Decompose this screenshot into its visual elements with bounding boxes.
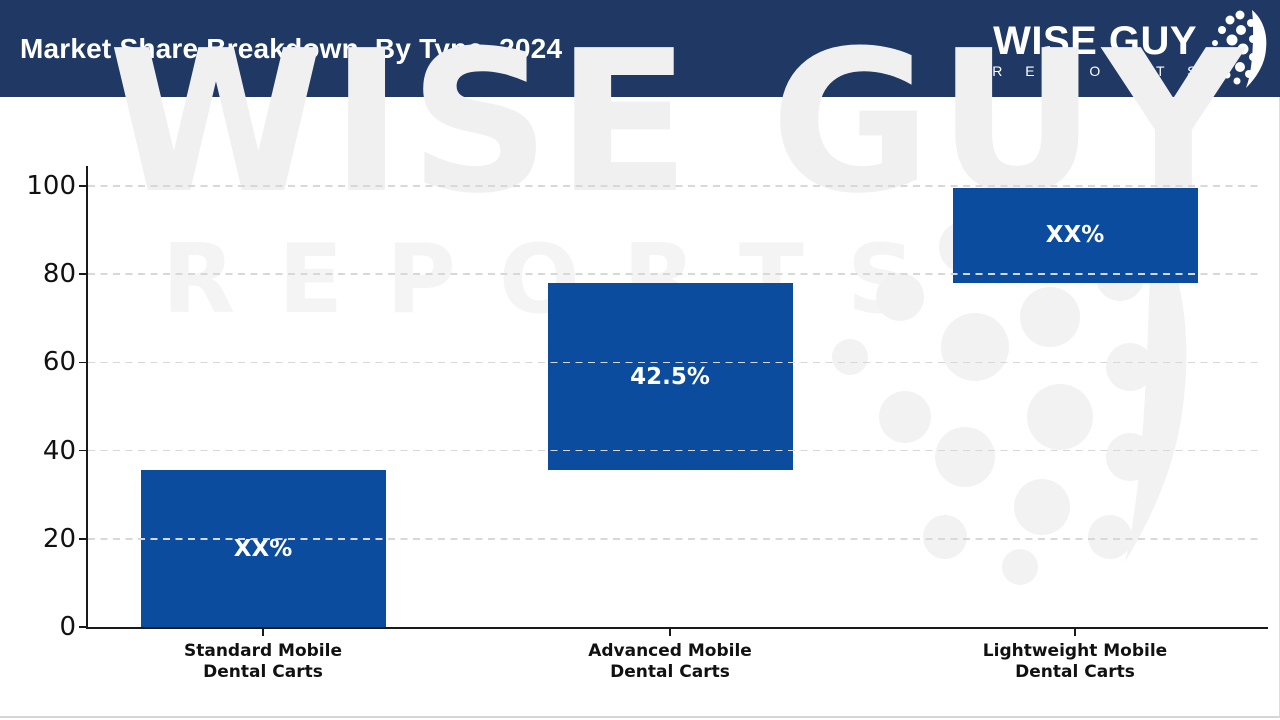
x-category-label-2: Lightweight Mobile Dental Carts — [915, 641, 1235, 683]
bottom-border — [0, 716, 1280, 718]
y-tick-mark-0 — [79, 626, 87, 628]
x-category-label-2-line-0: Lightweight Mobile — [982, 641, 1168, 661]
y-tick-label-80: 80 — [42, 259, 76, 290]
y-tick-label-20: 20 — [42, 523, 76, 554]
bar-segment-1: 42.5% — [547, 283, 793, 471]
x-category-label-0-line-0: Standard Mobile — [183, 641, 342, 661]
y-gridline-80 — [88, 273, 1262, 275]
bar-segment-2: XX% — [952, 187, 1198, 283]
logo-face-icon — [1212, 10, 1267, 88]
x-tick-mark-0 — [262, 629, 264, 636]
logo-text: WISE GUY R E P O R T S — [984, 20, 1206, 79]
wiseguy-logo: WISE GUY R E P O R T S — [984, 6, 1268, 92]
y-tick-mark-80 — [79, 273, 87, 275]
y-gridline-20 — [88, 538, 1262, 540]
y-gridline-100 — [88, 185, 1262, 187]
bar-segment-0: XX% — [140, 470, 386, 627]
y-tick-label-100: 100 — [26, 171, 76, 201]
chart-area: WISE GUY R E P O R T S 0 20 40 60 80 100 XX% St… — [0, 9, 1280, 717]
y-tick-label-60: 60 — [42, 347, 76, 378]
x-category-label-1-line-0: Advanced Mobile — [588, 641, 752, 661]
y-tick-mark-40 — [79, 449, 87, 452]
x-category-label-2-line-1: Dental Carts — [1015, 662, 1135, 682]
header-bar: Market Share Breakdown, By Type, 2024 WI… — [0, 0, 1280, 97]
right-border — [1278, 97, 1280, 716]
bar-value-label-1: 42.5% — [630, 363, 710, 390]
x-category-label-1: Advanced Mobile Dental Carts — [510, 641, 830, 683]
y-axis-line — [86, 166, 88, 629]
y-tick-label-40: 40 — [42, 435, 76, 466]
y-gridline-40 — [88, 449, 1262, 452]
bar-value-label-0: XX% — [233, 535, 293, 562]
x-category-label-1-line-1: Dental Carts — [610, 662, 730, 682]
logo-subtitle: R E P O R T S — [992, 62, 1206, 79]
y-tick-mark-20 — [79, 538, 87, 540]
x-category-label-0: Standard Mobile Dental Carts — [103, 641, 423, 683]
logo-wordmark: WISE GUY — [993, 18, 1198, 63]
page-title: Market Share Breakdown, By Type, 2024 — [20, 32, 563, 64]
y-tick-label-0: 0 — [59, 612, 76, 642]
watermark-face-icon — [832, 207, 1187, 585]
bar-value-label-2: XX% — [1045, 222, 1105, 249]
y-tick-mark-60 — [79, 361, 87, 364]
x-category-label-0-line-1: Dental Carts — [203, 662, 323, 682]
y-gridline-60 — [88, 361, 1262, 364]
x-tick-mark-2 — [1074, 629, 1076, 636]
y-tick-mark-100 — [79, 185, 87, 187]
x-axis-line — [86, 627, 1268, 629]
x-tick-mark-1 — [669, 629, 671, 636]
